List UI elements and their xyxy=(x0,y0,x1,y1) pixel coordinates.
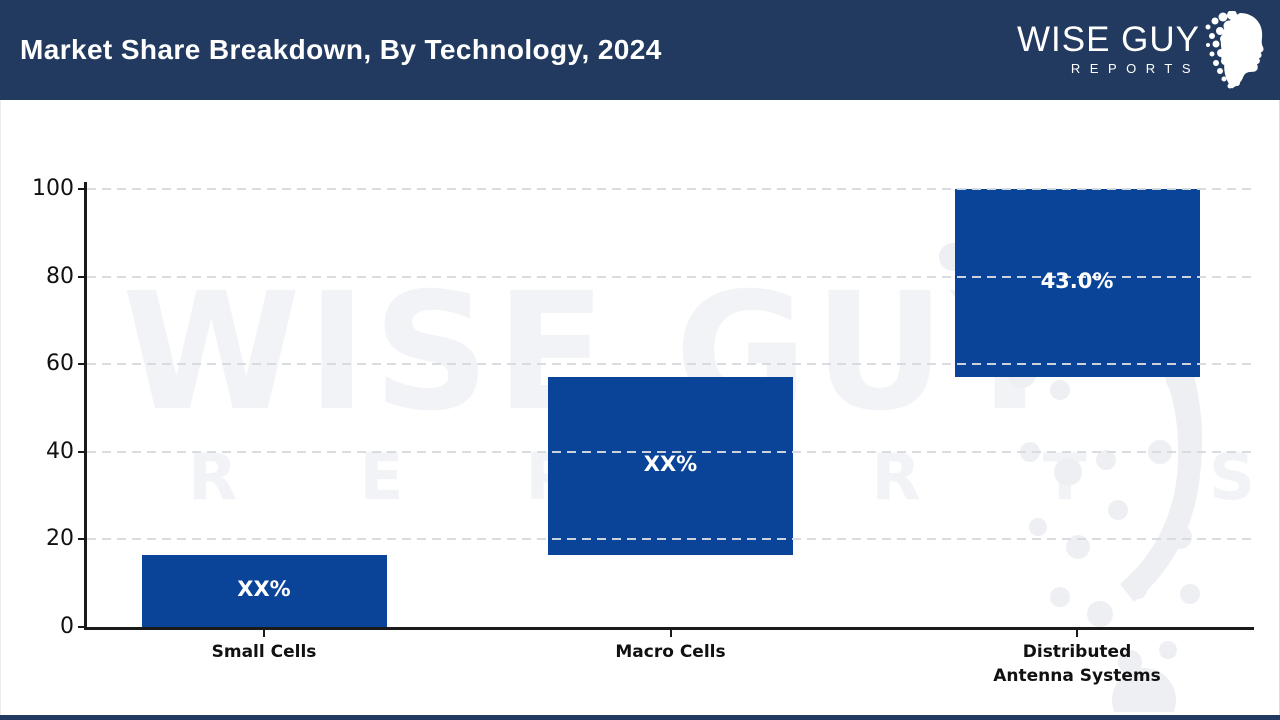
x-category-label-line: Small Cells xyxy=(211,642,317,662)
y-tick-label-60: 60 xyxy=(46,351,74,377)
y-tick-label-40: 40 xyxy=(46,438,74,464)
bar-2 xyxy=(954,189,1200,378)
page-title: Market Share Breakdown, By Technology, 2… xyxy=(20,34,662,65)
x-category-label-2: Distributed Antenna Systems xyxy=(917,640,1237,688)
y-tick-0 xyxy=(78,626,86,628)
y-tick-80 xyxy=(78,275,86,278)
logo-face-icon xyxy=(1205,10,1264,88)
footer-bar xyxy=(0,715,1280,720)
header: Market Share Breakdown, By Technology, 2… xyxy=(0,0,1280,100)
logo-reports-text: REPORTS xyxy=(1070,60,1200,76)
x-category-label-line: Distributed xyxy=(1022,642,1132,662)
gridline-80 xyxy=(87,275,1253,278)
x-tick-2 xyxy=(1076,630,1078,637)
y-tick-label-0: 0 xyxy=(60,614,74,639)
x-tick-1 xyxy=(669,630,672,637)
bar-value-label: XX% xyxy=(643,452,698,477)
x-tick-0 xyxy=(263,630,265,637)
x-category-label-line: Antenna Systems xyxy=(993,666,1161,686)
x-category-label-1: Macro Cells xyxy=(511,640,831,664)
logo-wordmark: WISE GUY REPORTS xyxy=(1017,22,1200,76)
y-tick-20 xyxy=(78,538,86,541)
bar-value-label: 43.0% xyxy=(1040,269,1114,294)
bar-1 xyxy=(548,377,793,555)
bar-value-label: XX% xyxy=(237,576,291,601)
bar-0 xyxy=(141,554,387,627)
y-tick-label-100: 100 xyxy=(32,176,74,201)
gridline-20 xyxy=(87,538,1253,541)
gridline-60 xyxy=(87,363,1253,366)
x-axis xyxy=(83,627,1254,630)
y-tick-60 xyxy=(78,363,86,366)
brand-logo: WISE GUY REPORTS xyxy=(1017,6,1268,95)
y-tick-100 xyxy=(78,188,86,190)
y-tick-label-20: 20 xyxy=(46,526,74,552)
y-tick-40 xyxy=(78,450,86,453)
x-category-label-0: Small Cells xyxy=(104,640,424,664)
gridline-100 xyxy=(87,188,1253,190)
logo-name-text: WISE GUY xyxy=(1016,19,1200,59)
x-category-label-line: Macro Cells xyxy=(615,642,726,662)
y-axis xyxy=(83,182,87,630)
y-tick-label-80: 80 xyxy=(46,263,74,289)
gridline-40 xyxy=(87,450,1253,453)
